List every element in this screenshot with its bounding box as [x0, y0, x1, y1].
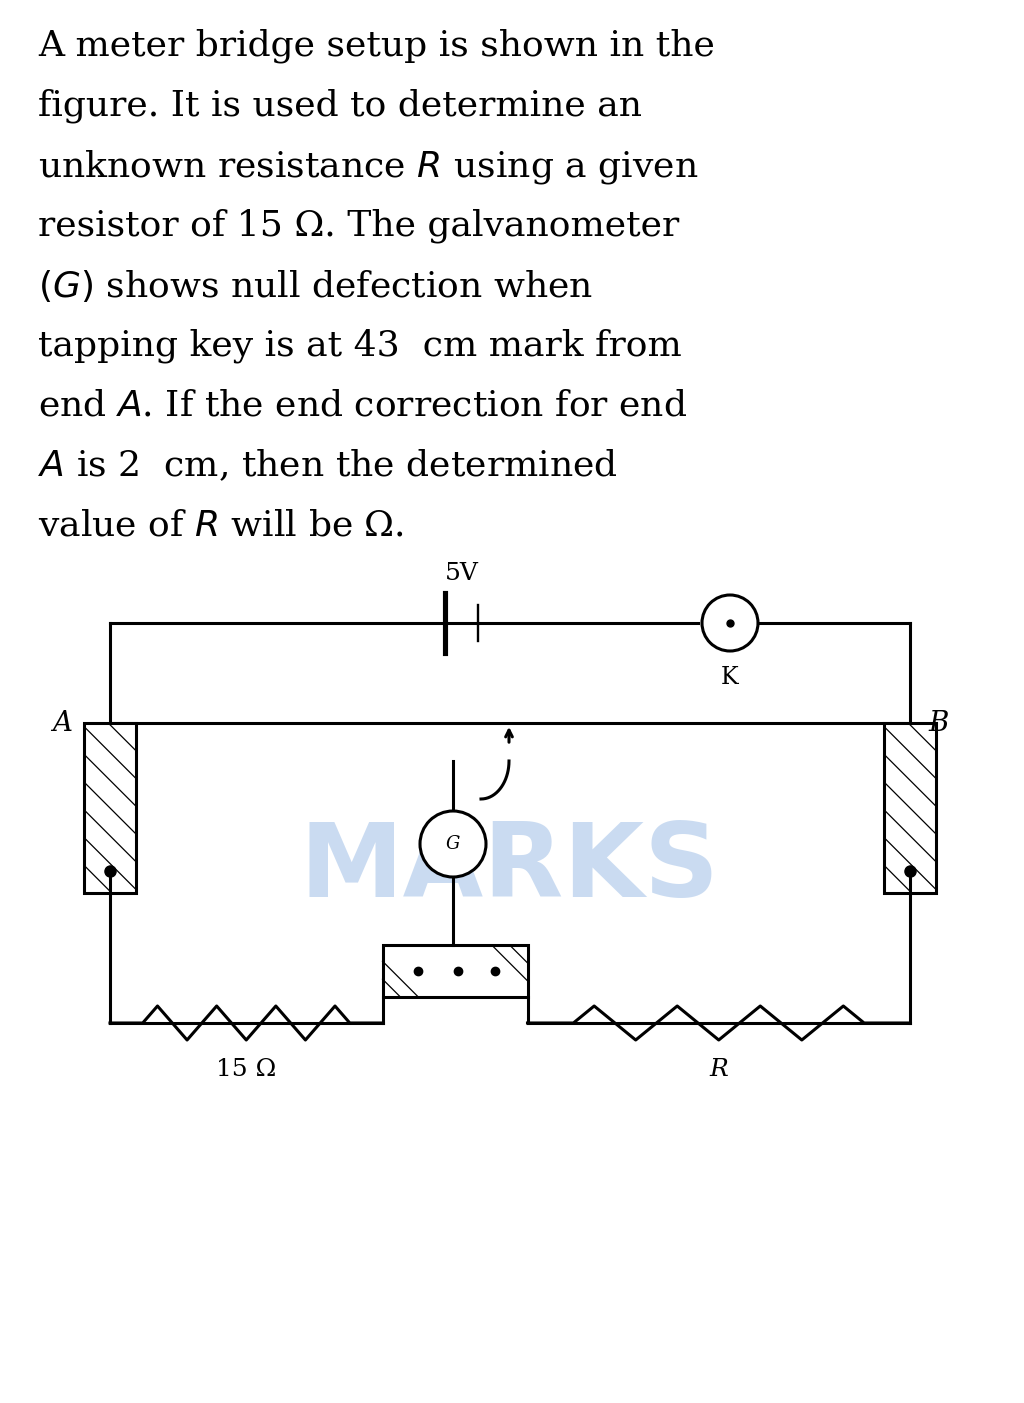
Text: resistor of 15 Ω. The galvanometer: resistor of 15 Ω. The galvanometer: [38, 208, 679, 243]
Text: $A$ is 2  cm, then the determined: $A$ is 2 cm, then the determined: [38, 448, 617, 484]
Text: end $A$. If the end correction for end: end $A$. If the end correction for end: [38, 389, 687, 422]
Text: figure. It is used to determine an: figure. It is used to determine an: [38, 88, 642, 122]
Text: A meter bridge setup is shown in the: A meter bridge setup is shown in the: [38, 28, 715, 63]
Text: K: K: [721, 666, 738, 689]
Circle shape: [420, 811, 486, 877]
Text: MARKS: MARKS: [300, 818, 720, 919]
Text: value of $R$ will be Ω.: value of $R$ will be Ω.: [38, 508, 404, 542]
Bar: [383, 946, 527, 998]
Text: $(G)$ shows null defection when: $(G)$ shows null defection when: [38, 268, 593, 304]
Bar: [884, 723, 936, 892]
Text: unknown resistance $R$ using a given: unknown resistance $R$ using a given: [38, 147, 698, 187]
Text: 15 Ω: 15 Ω: [216, 1058, 276, 1080]
Text: tapping key is at 43  cm mark from: tapping key is at 43 cm mark from: [38, 328, 682, 362]
Text: B: B: [928, 710, 948, 737]
Text: G: G: [445, 835, 460, 853]
Bar: [84, 723, 136, 892]
Text: R: R: [710, 1058, 728, 1080]
Text: A: A: [52, 710, 72, 737]
Text: 5V: 5V: [445, 563, 479, 585]
